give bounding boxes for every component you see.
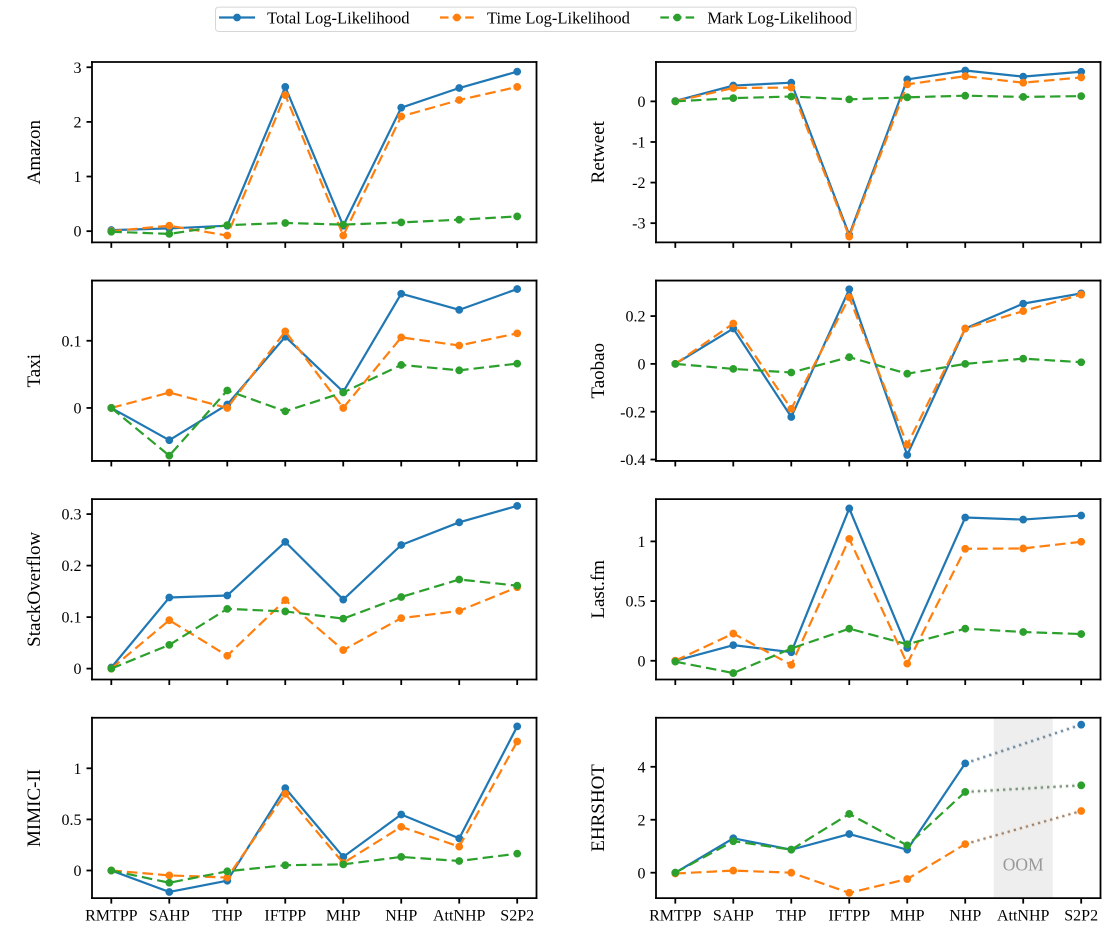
svg-text:0.3: 0.3 <box>61 507 81 524</box>
svg-text:3: 3 <box>73 60 81 77</box>
svg-text:1: 1 <box>73 761 81 778</box>
svg-text:0.2: 0.2 <box>625 309 645 326</box>
svg-text:SAHP: SAHP <box>713 907 754 924</box>
svg-text:SAHP: SAHP <box>149 907 190 924</box>
svg-text:0: 0 <box>73 863 81 880</box>
svg-text:AttNHP: AttNHP <box>997 907 1050 924</box>
svg-text:1: 1 <box>637 534 645 551</box>
svg-text:-0.2: -0.2 <box>620 404 645 421</box>
svg-text:AttNHP: AttNHP <box>433 907 486 924</box>
svg-text:0: 0 <box>637 356 645 373</box>
svg-text:IFTPP: IFTPP <box>828 907 870 924</box>
svg-text:1: 1 <box>73 169 81 186</box>
svg-text:OOM: OOM <box>1003 854 1044 874</box>
svg-text:-2: -2 <box>632 175 645 192</box>
svg-text:MHP: MHP <box>326 907 361 924</box>
svg-text:0.5: 0.5 <box>625 594 645 611</box>
svg-text:Taxi: Taxi <box>24 354 45 388</box>
svg-text:S2P2: S2P2 <box>1064 907 1098 924</box>
svg-text:THP: THP <box>212 907 242 924</box>
svg-text:Total Log-Likelihood: Total Log-Likelihood <box>267 8 410 27</box>
svg-text:StackOverflow: StackOverflow <box>24 532 45 647</box>
svg-text:RMTPP: RMTPP <box>649 907 702 924</box>
svg-text:Taobao: Taobao <box>588 343 609 399</box>
svg-text:2: 2 <box>637 812 645 829</box>
svg-text:MHP: MHP <box>890 907 925 924</box>
svg-text:Amazon: Amazon <box>24 120 45 185</box>
svg-text:0: 0 <box>637 94 645 111</box>
svg-text:0.2: 0.2 <box>61 558 81 575</box>
svg-text:Time Log-Likelihood: Time Log-Likelihood <box>487 8 631 27</box>
svg-text:0: 0 <box>73 224 81 241</box>
svg-text:0.5: 0.5 <box>61 812 81 829</box>
svg-text:0.1: 0.1 <box>61 610 81 627</box>
svg-text:Retweet: Retweet <box>588 120 609 183</box>
svg-text:NHP: NHP <box>385 907 417 924</box>
svg-text:THP: THP <box>776 907 806 924</box>
svg-text:-3: -3 <box>632 216 645 233</box>
svg-text:0: 0 <box>73 661 81 678</box>
svg-text:EHRSHOT: EHRSHOT <box>588 764 609 852</box>
svg-text:0: 0 <box>637 865 645 882</box>
svg-text:MIMIC-II: MIMIC-II <box>24 769 45 847</box>
svg-text:0: 0 <box>637 653 645 670</box>
svg-text:RMTPP: RMTPP <box>85 907 138 924</box>
svg-text:0.1: 0.1 <box>61 333 81 350</box>
svg-text:NHP: NHP <box>949 907 981 924</box>
svg-text:-0.4: -0.4 <box>620 452 645 469</box>
svg-text:Last.fm: Last.fm <box>588 560 609 619</box>
svg-text:-1: -1 <box>632 135 645 152</box>
svg-text:Mark Log-Likelihood: Mark Log-Likelihood <box>707 8 852 27</box>
svg-text:IFTPP: IFTPP <box>264 907 306 924</box>
svg-text:0: 0 <box>73 400 81 417</box>
svg-text:4: 4 <box>637 759 645 776</box>
svg-text:2: 2 <box>73 114 81 131</box>
svg-text:S2P2: S2P2 <box>500 907 534 924</box>
